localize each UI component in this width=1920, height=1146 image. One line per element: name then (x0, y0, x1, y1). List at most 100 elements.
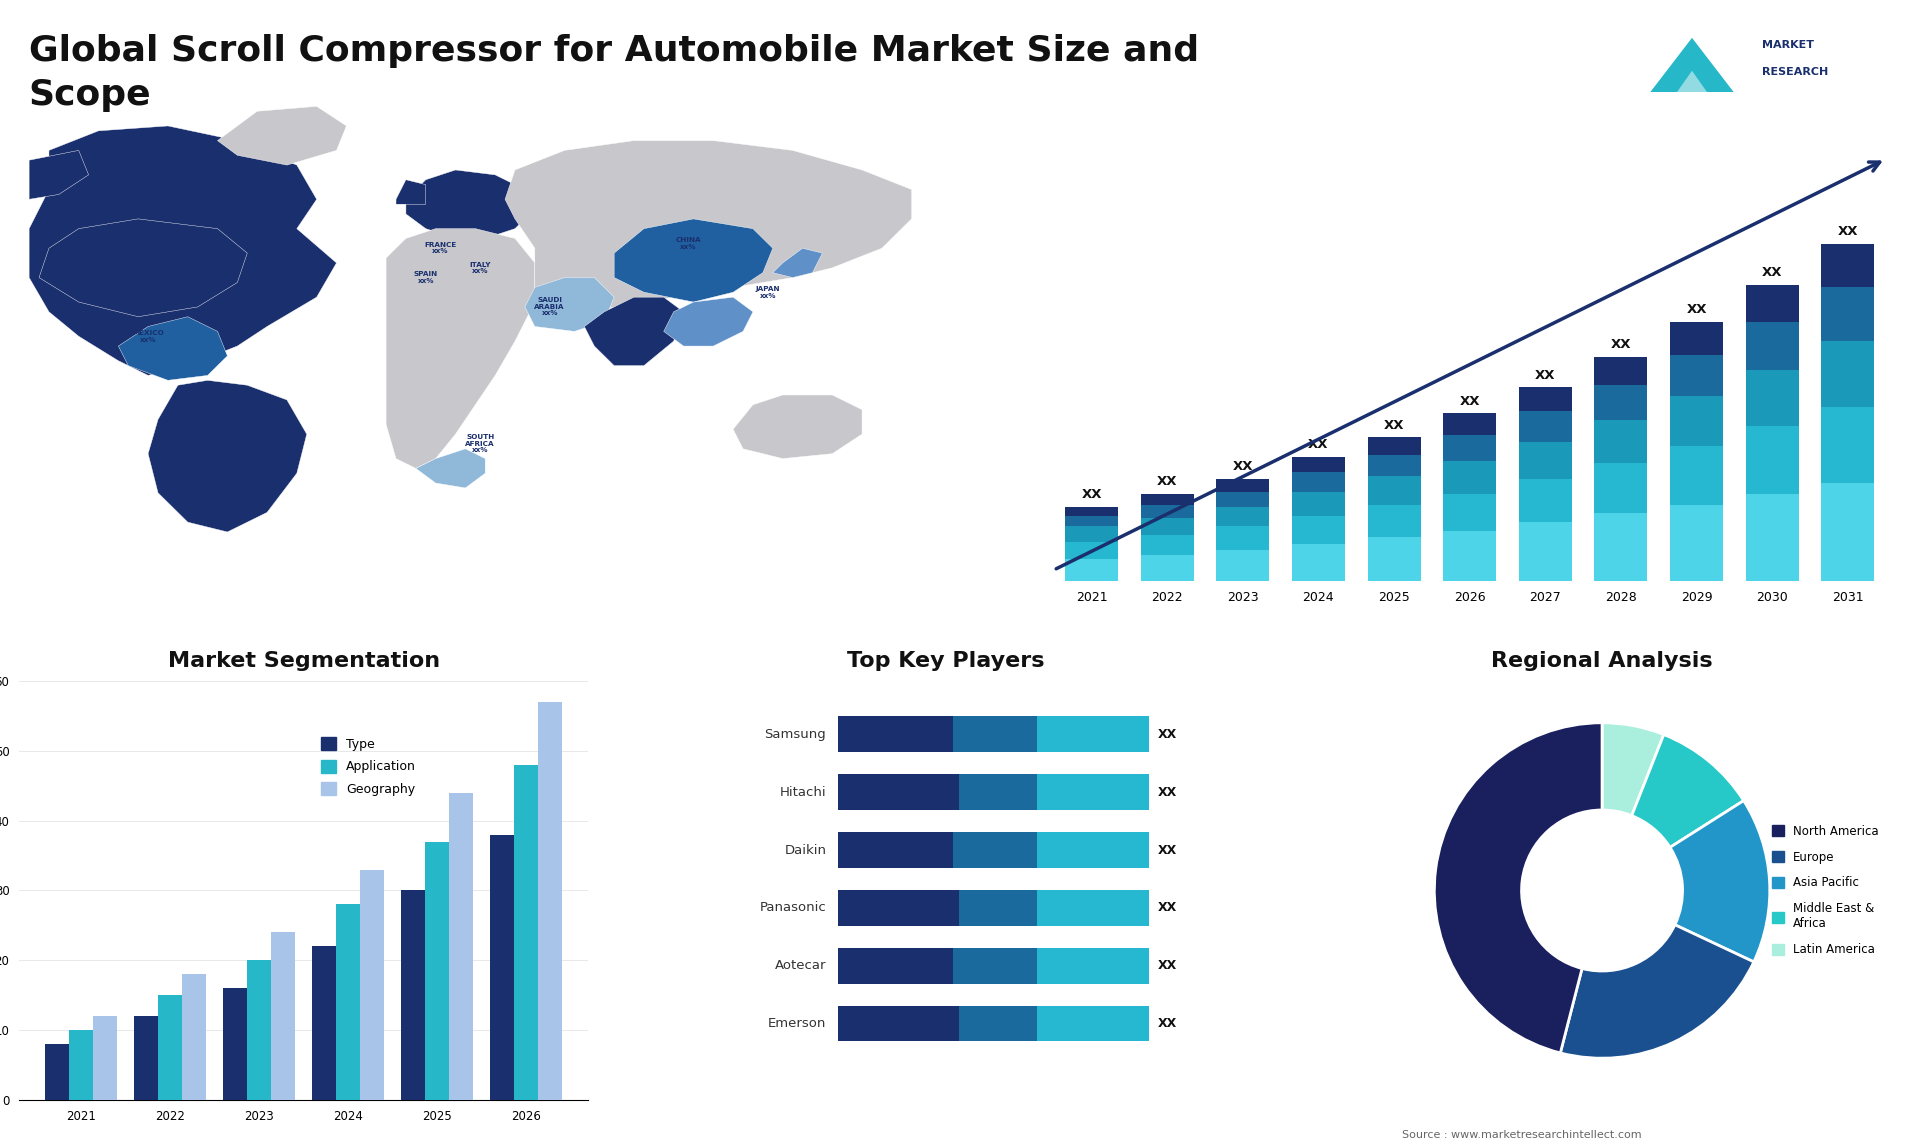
Text: XX: XX (1158, 902, 1177, 915)
Bar (313, 947, 336, 1100)
Bar (839, 890, 960, 926)
Bar (1140, 504, 1194, 518)
Bar (1444, 435, 1496, 461)
Bar (1367, 477, 1421, 504)
Bar (1444, 414, 1496, 435)
Polygon shape (1636, 38, 1747, 110)
Bar (1594, 513, 1647, 581)
Text: INTELLECT: INTELLECT (1763, 93, 1828, 103)
Bar (401, 890, 424, 1100)
Text: ITALY
xx%: ITALY xx% (470, 261, 492, 274)
Bar (1745, 285, 1799, 322)
Polygon shape (733, 395, 862, 458)
Text: ARGENTINA
xx%: ARGENTINA xx% (204, 477, 252, 489)
Polygon shape (217, 107, 346, 165)
Bar (424, 841, 449, 1100)
Bar (1292, 472, 1344, 492)
Text: XX: XX (1158, 1018, 1177, 1030)
Text: XX: XX (1837, 225, 1859, 238)
Bar (1670, 446, 1722, 504)
Text: XX: XX (1158, 786, 1177, 799)
Wedge shape (1561, 925, 1753, 1058)
Bar (69, 1030, 94, 1100)
Bar (839, 775, 960, 810)
Bar (538, 701, 563, 1100)
Text: XX: XX (1081, 488, 1102, 502)
Bar (490, 834, 515, 1100)
Bar (271, 933, 296, 1100)
Bar (1822, 243, 1874, 286)
Bar (1292, 457, 1344, 472)
Polygon shape (1665, 71, 1720, 110)
Bar (960, 1006, 1037, 1042)
Text: Samsung: Samsung (764, 728, 826, 740)
Bar (1745, 322, 1799, 370)
Polygon shape (386, 229, 536, 469)
Bar (839, 832, 952, 868)
Text: XX: XX (1158, 843, 1177, 856)
Bar (1367, 455, 1421, 477)
Polygon shape (148, 380, 307, 532)
Bar (44, 1044, 69, 1100)
Bar (1444, 461, 1496, 494)
Bar (336, 904, 361, 1100)
Bar (1215, 550, 1269, 581)
Text: XX: XX (1158, 476, 1177, 488)
Title: Regional Analysis: Regional Analysis (1492, 651, 1713, 670)
Bar (1037, 832, 1148, 868)
Bar (1444, 531, 1496, 581)
Text: U.K.
xx%: U.K. xx% (422, 213, 440, 225)
Bar (1066, 507, 1117, 516)
Bar (1822, 482, 1874, 581)
Bar (1037, 1006, 1148, 1042)
Wedge shape (1601, 723, 1665, 816)
Text: CANADA
xx%: CANADA xx% (131, 203, 165, 215)
Bar (1066, 559, 1117, 581)
Polygon shape (584, 297, 684, 366)
Bar (1037, 890, 1148, 926)
Bar (839, 1006, 960, 1042)
Bar (1670, 354, 1722, 395)
Bar (515, 764, 538, 1100)
Text: XX: XX (1308, 439, 1329, 452)
Bar (1037, 775, 1148, 810)
Text: JAPAN
xx%: JAPAN xx% (756, 286, 780, 298)
Text: GERMANY
xx%: GERMANY xx% (461, 203, 501, 215)
Text: XX: XX (1536, 369, 1555, 382)
Bar (94, 1017, 117, 1100)
Text: XX: XX (1384, 418, 1404, 432)
Bar (960, 775, 1037, 810)
Bar (1367, 537, 1421, 581)
Bar (1822, 407, 1874, 482)
Text: Hitachi: Hitachi (780, 786, 826, 799)
Bar (1670, 504, 1722, 581)
Polygon shape (505, 141, 912, 316)
Text: Panasonic: Panasonic (760, 902, 826, 915)
Text: XX: XX (1158, 959, 1177, 972)
Bar (1066, 516, 1117, 526)
Bar (1292, 492, 1344, 516)
Bar (1037, 716, 1148, 752)
Bar (839, 716, 952, 752)
Text: Emerson: Emerson (768, 1018, 826, 1030)
Text: XX: XX (1611, 338, 1632, 352)
Bar (1594, 356, 1647, 385)
Text: Daikin: Daikin (783, 843, 826, 856)
Polygon shape (664, 297, 753, 346)
Bar (1215, 492, 1269, 507)
Bar (248, 960, 271, 1100)
Bar (1066, 542, 1117, 559)
Bar (839, 948, 952, 983)
Text: XX: XX (1233, 461, 1254, 473)
Polygon shape (417, 449, 486, 488)
Bar (1215, 479, 1269, 492)
Bar (1215, 507, 1269, 526)
Bar (1066, 526, 1117, 542)
Bar (1140, 518, 1194, 535)
Bar (182, 974, 205, 1100)
Text: MEXICO
xx%: MEXICO xx% (132, 330, 163, 343)
Bar (952, 832, 1037, 868)
Bar (361, 870, 384, 1100)
Bar (1140, 535, 1194, 555)
Bar (157, 996, 182, 1100)
